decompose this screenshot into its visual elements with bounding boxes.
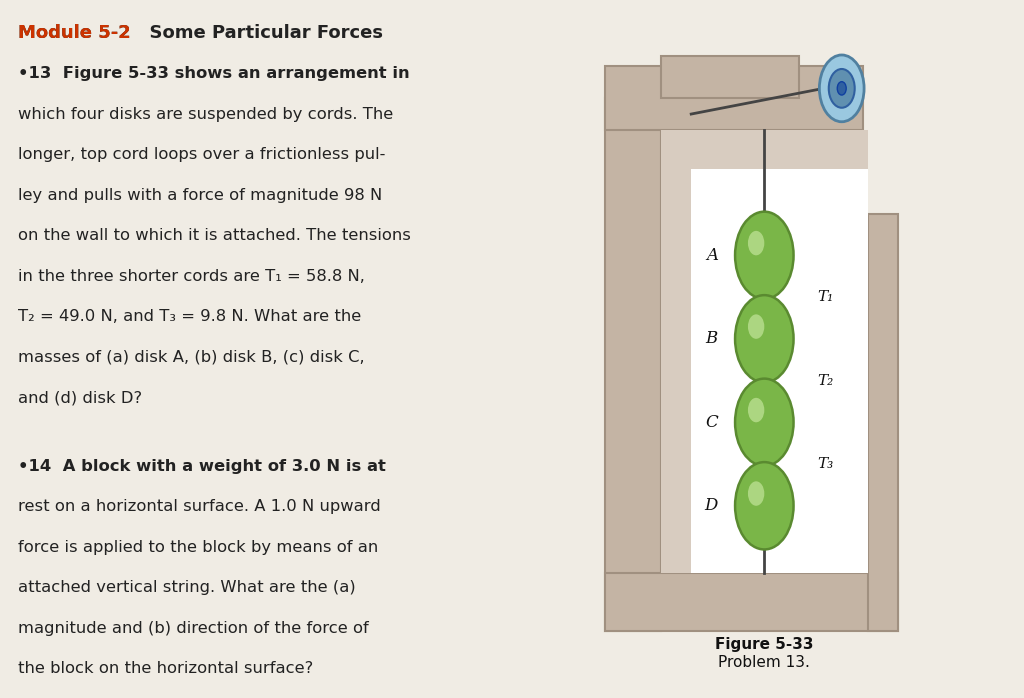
Text: which four disks are suspended by cords. The: which four disks are suspended by cords.… xyxy=(18,107,393,121)
Text: T₂ = 49.0 N, and T₃ = 9.8 N. What are the: T₂ = 49.0 N, and T₃ = 9.8 N. What are th… xyxy=(18,309,361,324)
Text: Module 5-2: Module 5-2 xyxy=(18,24,131,43)
FancyBboxPatch shape xyxy=(867,214,898,631)
Text: attached vertical string. What are the (a): attached vertical string. What are the (… xyxy=(18,580,356,595)
FancyBboxPatch shape xyxy=(662,130,867,573)
Text: the block on the horizontal surface?: the block on the horizontal surface? xyxy=(18,661,313,676)
Text: masses of (a) disk A, (b) disk B, (c) disk C,: masses of (a) disk A, (b) disk B, (c) di… xyxy=(18,350,366,364)
Text: T₂: T₂ xyxy=(817,373,834,387)
Circle shape xyxy=(748,398,764,422)
Text: •13  Figure 5-33 shows an arrangement in: •13 Figure 5-33 shows an arrangement in xyxy=(18,66,410,81)
Text: B: B xyxy=(706,330,718,348)
Circle shape xyxy=(735,295,794,383)
Text: rest on a horizontal surface. A 1.0 N upward: rest on a horizontal surface. A 1.0 N up… xyxy=(18,499,381,514)
Circle shape xyxy=(735,378,794,466)
FancyBboxPatch shape xyxy=(662,130,691,573)
Text: in the three shorter cords are T₁ = 58.8 N,: in the three shorter cords are T₁ = 58.8… xyxy=(18,269,366,283)
Circle shape xyxy=(748,231,764,255)
Text: force is applied to the block by means of an: force is applied to the block by means o… xyxy=(18,540,379,554)
Circle shape xyxy=(748,314,764,339)
FancyBboxPatch shape xyxy=(662,130,867,169)
Text: Module 5-2   Some Particular Forces: Module 5-2 Some Particular Forces xyxy=(18,24,383,43)
Text: T₁: T₁ xyxy=(817,290,834,304)
Text: T₃: T₃ xyxy=(817,457,834,471)
FancyBboxPatch shape xyxy=(605,573,898,631)
Text: A: A xyxy=(706,247,718,264)
FancyBboxPatch shape xyxy=(605,98,662,631)
Text: D: D xyxy=(705,497,718,514)
Circle shape xyxy=(735,462,794,549)
Circle shape xyxy=(748,482,764,506)
Text: Problem 13.: Problem 13. xyxy=(719,655,810,670)
Text: magnitude and (b) direction of the force of: magnitude and (b) direction of the force… xyxy=(18,621,370,635)
Circle shape xyxy=(828,69,855,107)
Text: on the wall to which it is attached. The tensions: on the wall to which it is attached. The… xyxy=(18,228,412,243)
FancyBboxPatch shape xyxy=(605,66,863,130)
Text: longer, top cord loops over a frictionless pul-: longer, top cord loops over a frictionle… xyxy=(18,147,386,162)
Text: C: C xyxy=(706,414,718,431)
FancyBboxPatch shape xyxy=(662,57,799,98)
Text: ley and pulls with a force of magnitude 98 N: ley and pulls with a force of magnitude … xyxy=(18,188,383,202)
Text: and (d) disk D?: and (d) disk D? xyxy=(18,390,142,405)
Circle shape xyxy=(838,82,846,95)
Circle shape xyxy=(819,55,864,121)
Text: Figure 5-33: Figure 5-33 xyxy=(715,637,813,653)
Text: •14  A block with a weight of 3.0 N is at: •14 A block with a weight of 3.0 N is at xyxy=(18,459,386,473)
Circle shape xyxy=(735,211,794,299)
